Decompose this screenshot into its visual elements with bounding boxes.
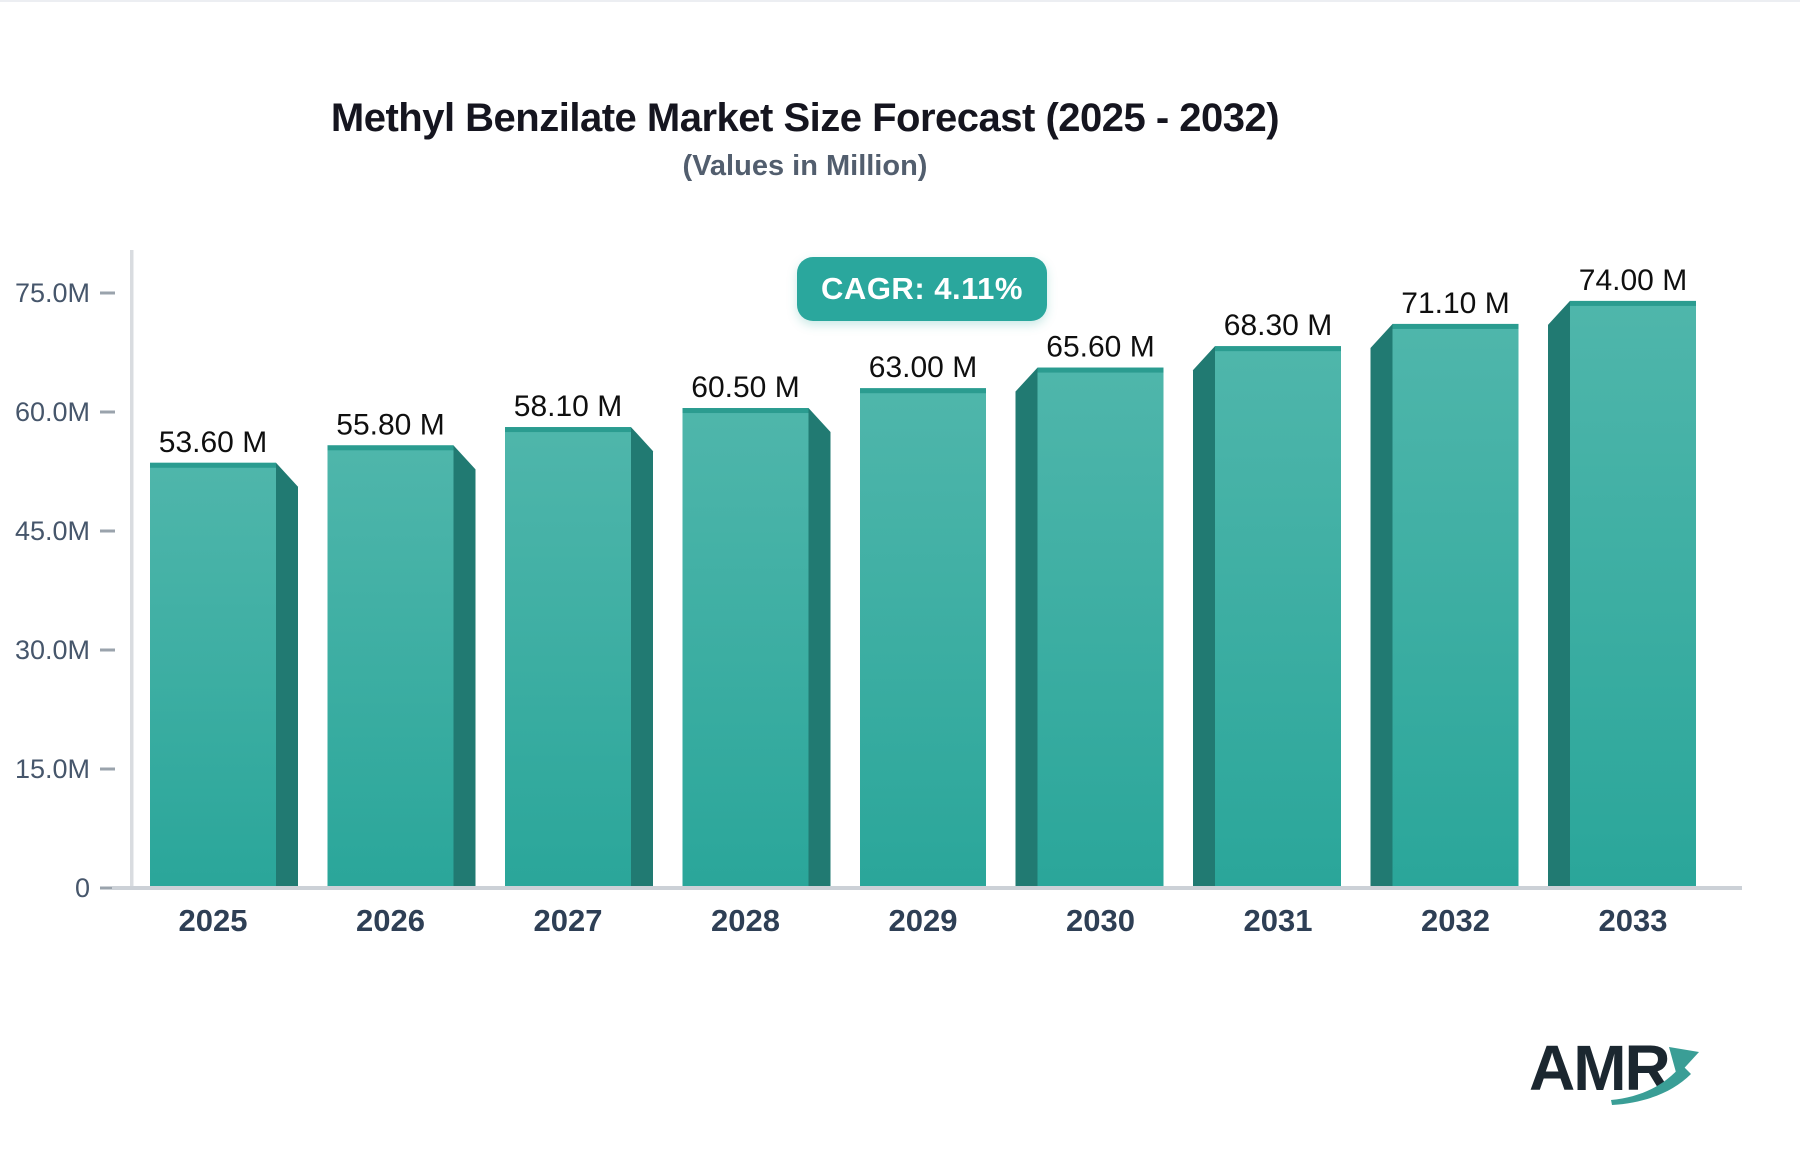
y-axis-label: 15.0M — [15, 754, 90, 784]
x-axis-label: 2027 — [534, 903, 603, 938]
bar-value-label: 68.30 M — [1224, 309, 1332, 342]
bar-side-2026 — [453, 445, 476, 888]
bar-side-2028 — [808, 408, 831, 888]
bar-side-2027 — [631, 427, 653, 888]
bar-2027 — [505, 427, 631, 888]
bar-2032 — [1392, 323, 1519, 888]
bar-side-2033 — [1548, 300, 1570, 888]
bar-value-label: 71.10 M — [1401, 287, 1509, 320]
x-axis-label: 2031 — [1244, 903, 1313, 938]
x-axis-label: 2025 — [179, 903, 248, 938]
x-axis-label: 2026 — [356, 903, 425, 938]
bar-side-2025 — [276, 462, 298, 888]
y-axis-tick — [100, 886, 115, 890]
bar-2026 — [327, 445, 454, 888]
bar-2025 — [150, 462, 276, 888]
bar-value-label: 53.60 M — [159, 426, 267, 459]
chart-title: Methyl Benzilate Market Size Forecast (2… — [330, 96, 1280, 140]
bar-top-edge-2032 — [1392, 323, 1519, 329]
y-axis-tick — [100, 529, 115, 533]
bar-2029 — [860, 388, 986, 888]
bar-side-2032 — [1370, 323, 1393, 888]
y-axis-label: 60.0M — [15, 397, 90, 427]
bar-2030 — [1037, 367, 1164, 888]
x-axis-line — [112, 886, 1742, 890]
bar-value-label: 60.50 M — [691, 371, 799, 404]
x-axis-label: 2030 — [1066, 903, 1135, 938]
chart-subtitle: (Values in Million) — [682, 150, 928, 182]
bar-value-label: 74.00 M — [1579, 264, 1687, 297]
x-axis-label: 2028 — [711, 903, 780, 938]
x-axis-label: 2033 — [1599, 903, 1668, 938]
bar-top-edge-2031 — [1215, 346, 1341, 352]
amr-logo: AMR — [1529, 1032, 1699, 1105]
bar-top-edge-2027 — [505, 427, 631, 433]
bar-2031 — [1215, 346, 1341, 888]
bar-top-edge-2026 — [327, 445, 454, 451]
y-axis-tick — [100, 648, 115, 652]
bar-side-2030 — [1015, 367, 1038, 888]
y-axis-line — [130, 250, 134, 888]
growth-arrow-icon — [1611, 1047, 1699, 1105]
bar-2028 — [682, 408, 809, 888]
x-axis-label: 2029 — [889, 903, 958, 938]
cagr-badge-label: CAGR: 4.11% — [821, 271, 1023, 306]
y-axis-label: 75.0M — [15, 278, 90, 308]
bar-value-label: 65.60 M — [1046, 331, 1154, 364]
bar-side-2031 — [1193, 346, 1215, 888]
bar-value-label: 55.80 M — [336, 408, 444, 441]
cagr-badge: CAGR: 4.11% — [797, 257, 1047, 321]
bar-top-edge-2030 — [1037, 367, 1164, 373]
bar-2033 — [1570, 300, 1696, 888]
bar-top-edge-2033 — [1570, 300, 1696, 306]
bar-top-edge-2025 — [150, 462, 276, 468]
y-axis-tick — [100, 291, 115, 295]
y-axis-tick — [100, 767, 115, 771]
bar-value-label: 63.00 M — [869, 351, 977, 384]
y-axis-label: 45.0M — [15, 516, 90, 546]
y-axis-label: 0 — [75, 873, 90, 903]
y-axis-tick — [100, 410, 115, 414]
y-axis-label: 30.0M — [15, 635, 90, 665]
x-axis-label: 2032 — [1421, 903, 1490, 938]
bar-top-edge-2029 — [860, 388, 986, 394]
bar-top-edge-2028 — [682, 408, 809, 414]
bar-value-label: 58.10 M — [514, 390, 622, 423]
